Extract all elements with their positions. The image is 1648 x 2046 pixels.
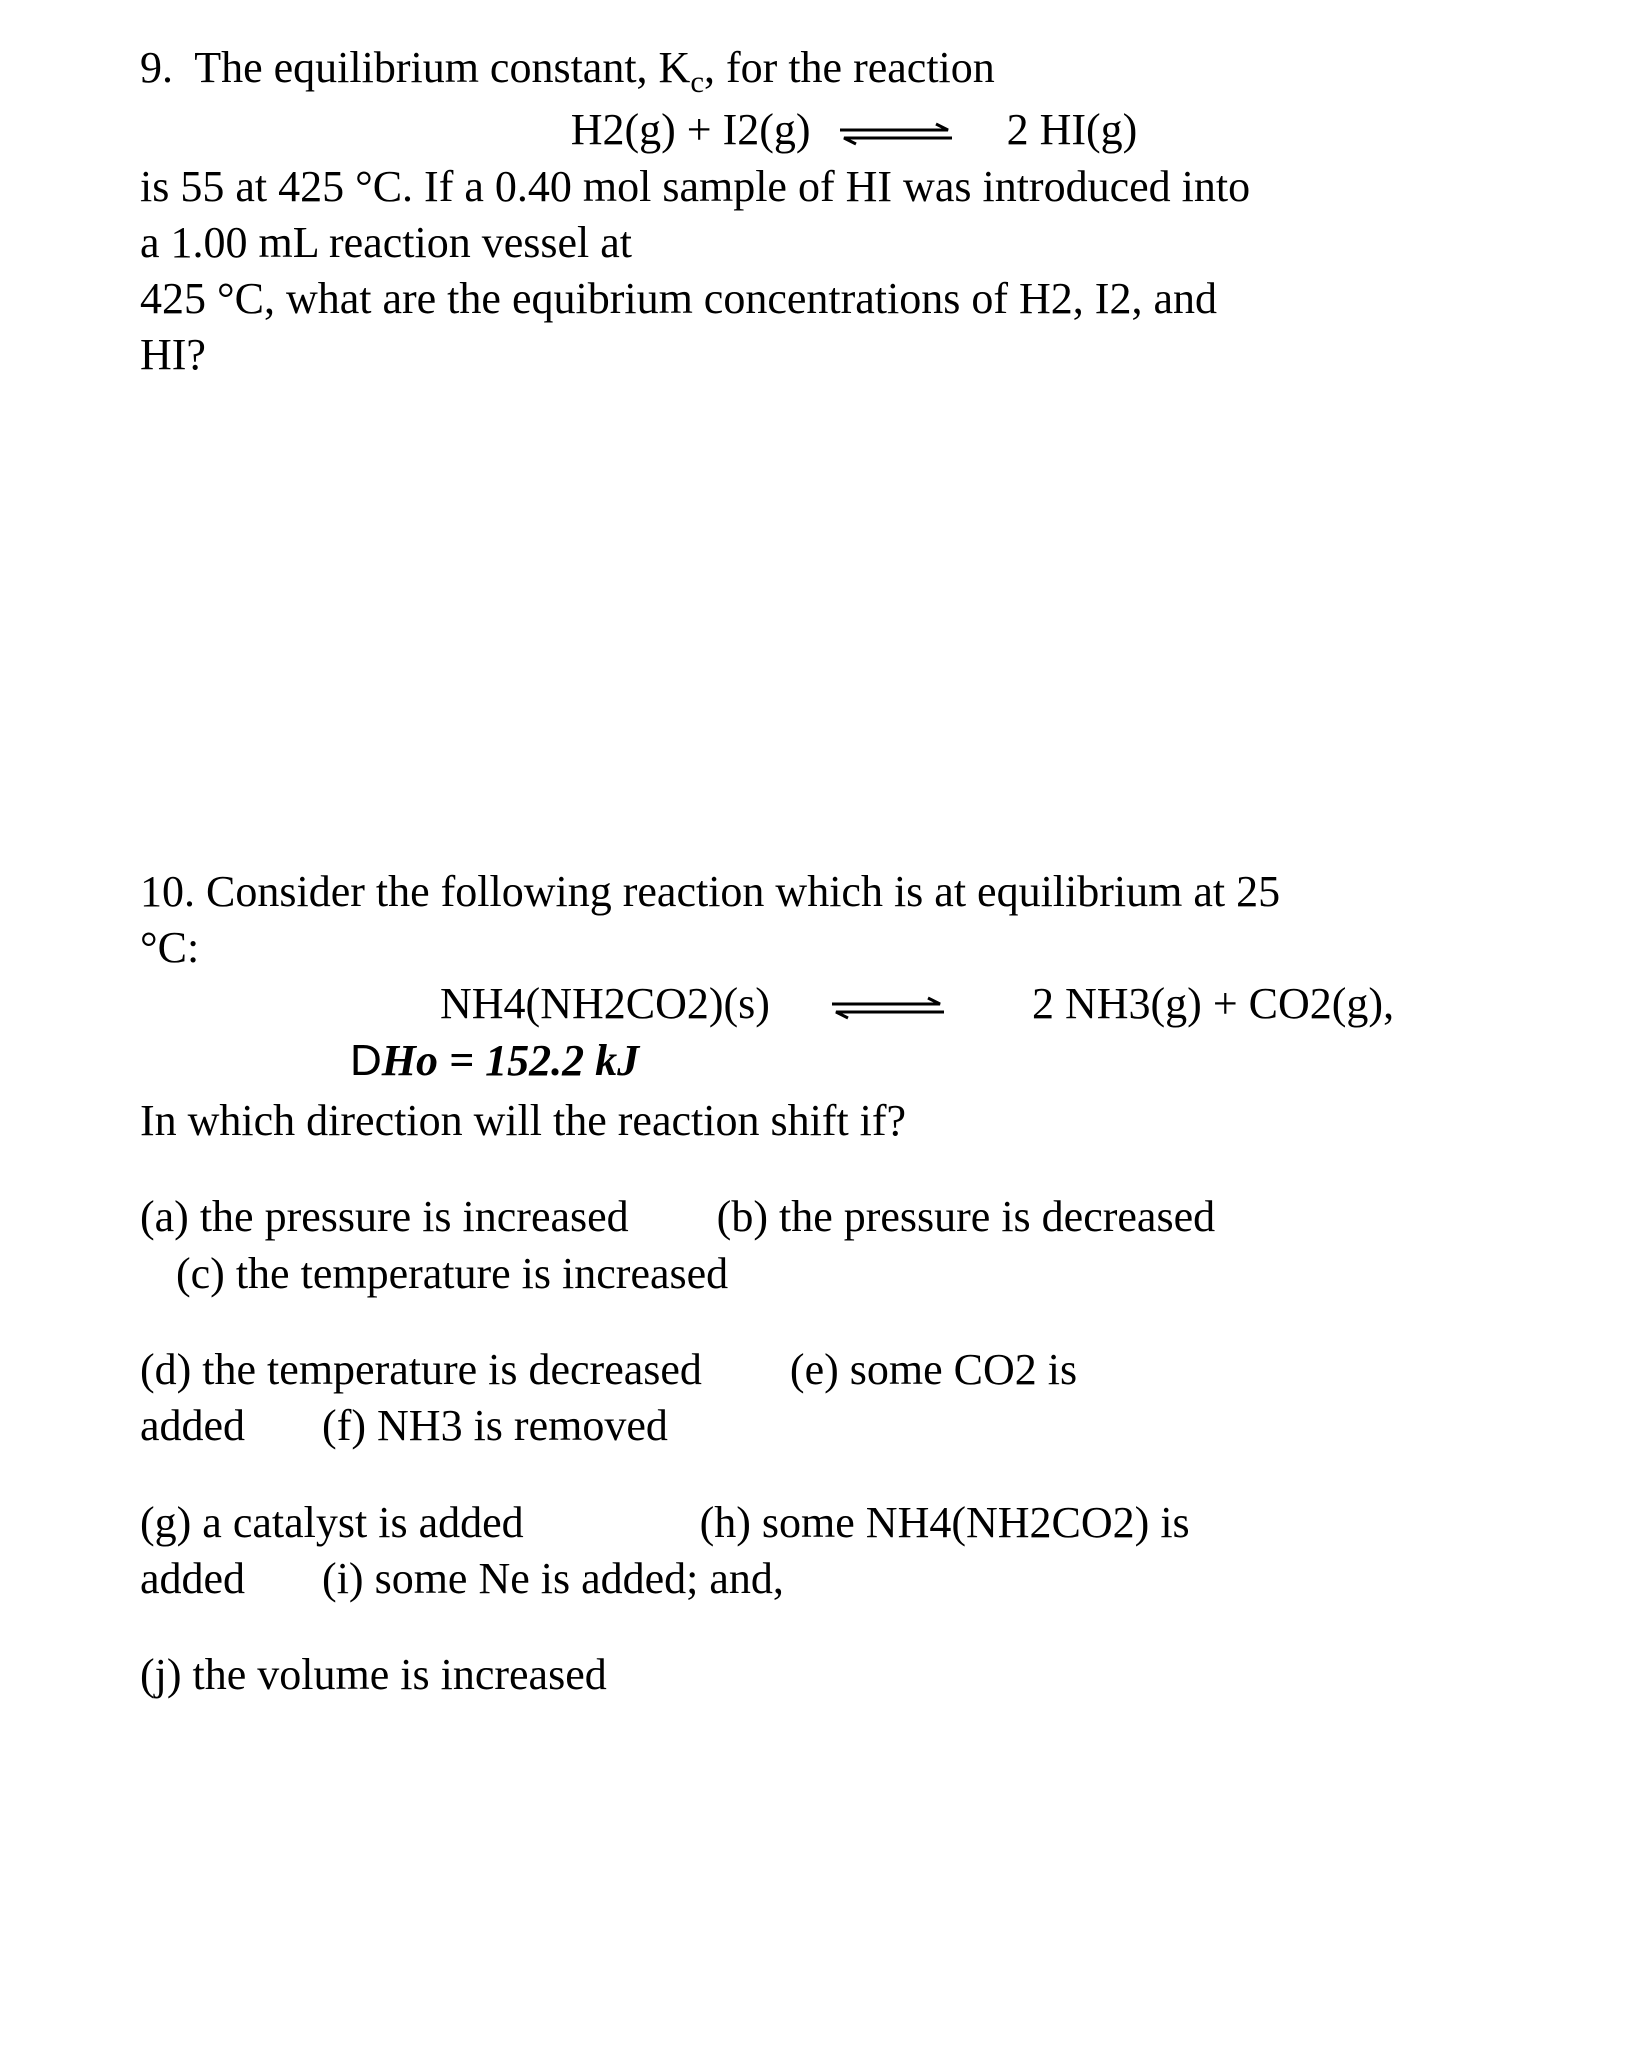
q9-line1: 9. The equilibrium constant, Kc, for the… [140,40,1568,102]
q9-line3: is 55 at 425 °C. If a 0.40 mol sample of… [140,159,1568,215]
q10-dho: DHo = 152.2 kJ [140,1033,1568,1089]
q10-line2: °C: [140,920,1568,976]
question-10: 10. Consider the following reaction whic… [140,864,1568,1704]
q9-line4: a 1.00 mL reaction vessel at [140,215,1568,271]
q10-eq-right: 2 NH3(g) + CO2(g), [1032,979,1394,1028]
dho-value: Ho = 152.2 kJ [382,1036,639,1085]
q10-number: 10. [140,867,195,916]
q10-text1: Consider the following reaction which is… [206,867,1280,916]
q9-text-b: , for the reaction [704,43,995,92]
q10-options-row3: (g) a catalyst is added (h) some NH4(NH2… [140,1495,1568,1551]
work-space [140,384,1568,864]
delta-symbol: D [350,1036,382,1085]
q10-eq-left: NH4(NH2CO2)(s) [440,979,770,1028]
worksheet-page: 9. The equilibrium constant, Kc, for the… [0,0,1648,1784]
q9-line5: 425 °C, what are the equibrium concentra… [140,271,1568,327]
q10-prompt: In which direction will the reaction shi… [140,1093,1568,1149]
q9-line6: HI? [140,327,1568,383]
equilibrium-arrow-icon [836,120,956,148]
equilibrium-arrow-icon [828,994,948,1022]
q9-kc-subscript: c [690,65,704,99]
q10-options-row1b: (c) the temperature is increased [140,1246,1568,1302]
q10-options-row2: (d) the temperature is decreased (e) som… [140,1342,1568,1398]
q10-options-row1: (a) the pressure is increased (b) the pr… [140,1189,1568,1245]
q9-number: 9. [140,43,173,92]
q9-eq-left: H2(g) + I2(g) [571,105,811,154]
q9-eq-right: 2 HI(g) [1007,105,1138,154]
q10-options-row2b: added (f) NH3 is removed [140,1398,1568,1454]
question-9: 9. The equilibrium constant, Kc, for the… [140,40,1568,384]
q9-text-a: The equilibrium constant, K [194,43,690,92]
q10-equation: NH4(NH2CO2)(s) 2 NH3(g) + CO2(g), [140,976,1568,1032]
q10-options-row4: (j) the volume is increased [140,1647,1568,1703]
q10-options-row3b: added (i) some Ne is added; and, [140,1551,1568,1607]
q9-equation: H2(g) + I2(g) 2 HI(g) [140,102,1568,158]
q10-line1: 10. Consider the following reaction whic… [140,864,1568,920]
